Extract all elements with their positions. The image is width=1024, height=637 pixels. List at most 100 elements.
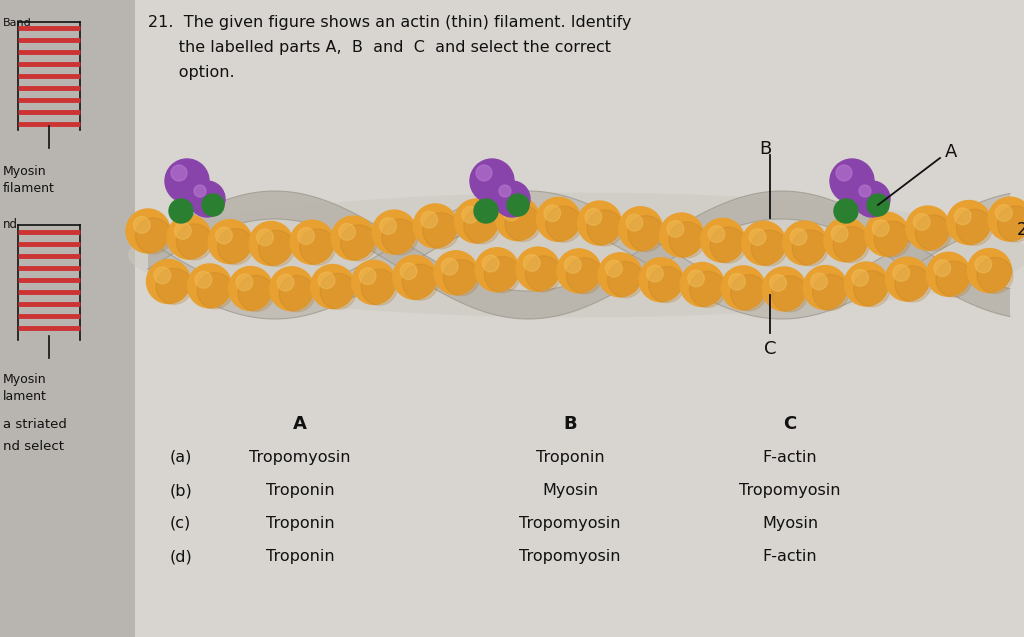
Text: nd: nd [3,218,18,231]
Circle shape [669,222,706,258]
Circle shape [824,218,867,262]
Circle shape [772,276,808,312]
Circle shape [607,262,644,297]
Circle shape [566,258,602,294]
Circle shape [578,201,622,245]
Circle shape [988,197,1024,241]
Circle shape [167,215,211,259]
Text: option.: option. [148,65,234,80]
Circle shape [516,247,560,291]
Circle shape [893,264,909,282]
Circle shape [189,181,225,217]
Text: Tropomyosin: Tropomyosin [519,516,621,531]
Circle shape [831,225,848,242]
Text: Troponin: Troponin [265,516,334,531]
Circle shape [474,199,498,223]
Circle shape [475,248,519,292]
Circle shape [544,205,561,222]
Circle shape [936,261,972,297]
Text: Myosin: Myosin [542,483,598,498]
Text: Tropomyosin: Tropomyosin [519,549,621,564]
Circle shape [269,267,313,311]
Circle shape [249,222,293,266]
Text: (d): (d) [170,549,193,564]
Circle shape [830,159,874,203]
Text: Tropomyosin: Tropomyosin [739,483,841,498]
Circle shape [913,213,930,230]
Text: the labelled parts A,  B  and  C  and select the correct: the labelled parts A, B and C and select… [148,40,611,55]
Polygon shape [148,191,1010,319]
Circle shape [886,257,930,301]
Circle shape [174,222,191,240]
Circle shape [470,159,514,203]
Text: A: A [945,143,957,161]
Text: F-actin: F-actin [763,450,817,465]
Circle shape [995,204,1012,221]
Bar [135,0,1024,637]
Circle shape [895,266,931,302]
Circle shape [505,205,541,241]
Circle shape [709,225,725,243]
Circle shape [811,273,827,290]
Circle shape [874,221,910,257]
Circle shape [187,264,231,308]
Text: lament: lament [3,390,47,403]
Circle shape [977,257,1013,294]
Circle shape [434,251,478,295]
Circle shape [228,266,272,311]
Circle shape [208,220,252,264]
Circle shape [476,165,492,181]
Text: nd select: nd select [3,440,63,453]
Circle shape [503,204,519,221]
Circle shape [496,197,540,241]
Circle shape [587,210,623,246]
Circle shape [331,216,375,260]
Circle shape [402,264,438,300]
Circle shape [834,227,869,262]
Circle shape [133,217,151,233]
Circle shape [618,207,663,251]
Circle shape [197,273,233,309]
Text: 27: 27 [1017,221,1024,239]
Circle shape [836,165,852,181]
Circle shape [280,276,315,311]
Circle shape [146,259,190,303]
Circle shape [352,261,395,304]
Circle shape [762,267,806,311]
Text: Myosin: Myosin [3,373,47,386]
Circle shape [441,258,458,275]
Text: C: C [783,415,797,433]
Circle shape [339,224,355,240]
Circle shape [934,260,950,276]
Text: C: C [764,340,776,358]
Circle shape [947,201,991,245]
Circle shape [259,231,295,266]
Text: B: B [563,415,577,433]
Circle shape [639,258,683,302]
Circle shape [176,224,213,260]
Circle shape [680,262,724,306]
Circle shape [598,253,642,297]
Text: filament: filament [3,182,55,195]
Circle shape [803,266,847,310]
Text: Troponin: Troponin [536,450,604,465]
Text: (a): (a) [170,450,193,465]
Circle shape [300,229,336,265]
Circle shape [557,249,601,293]
Circle shape [648,266,685,303]
Circle shape [770,275,786,291]
Text: (b): (b) [170,483,193,498]
Circle shape [156,268,193,304]
Circle shape [813,275,849,310]
Text: Troponin: Troponin [265,483,334,498]
Circle shape [484,257,520,292]
Circle shape [927,252,971,296]
Circle shape [238,275,274,311]
Circle shape [194,185,206,197]
Circle shape [906,206,950,250]
Circle shape [997,206,1024,242]
Circle shape [537,197,581,241]
Circle shape [310,264,354,308]
Circle shape [852,269,868,286]
Circle shape [546,206,582,242]
